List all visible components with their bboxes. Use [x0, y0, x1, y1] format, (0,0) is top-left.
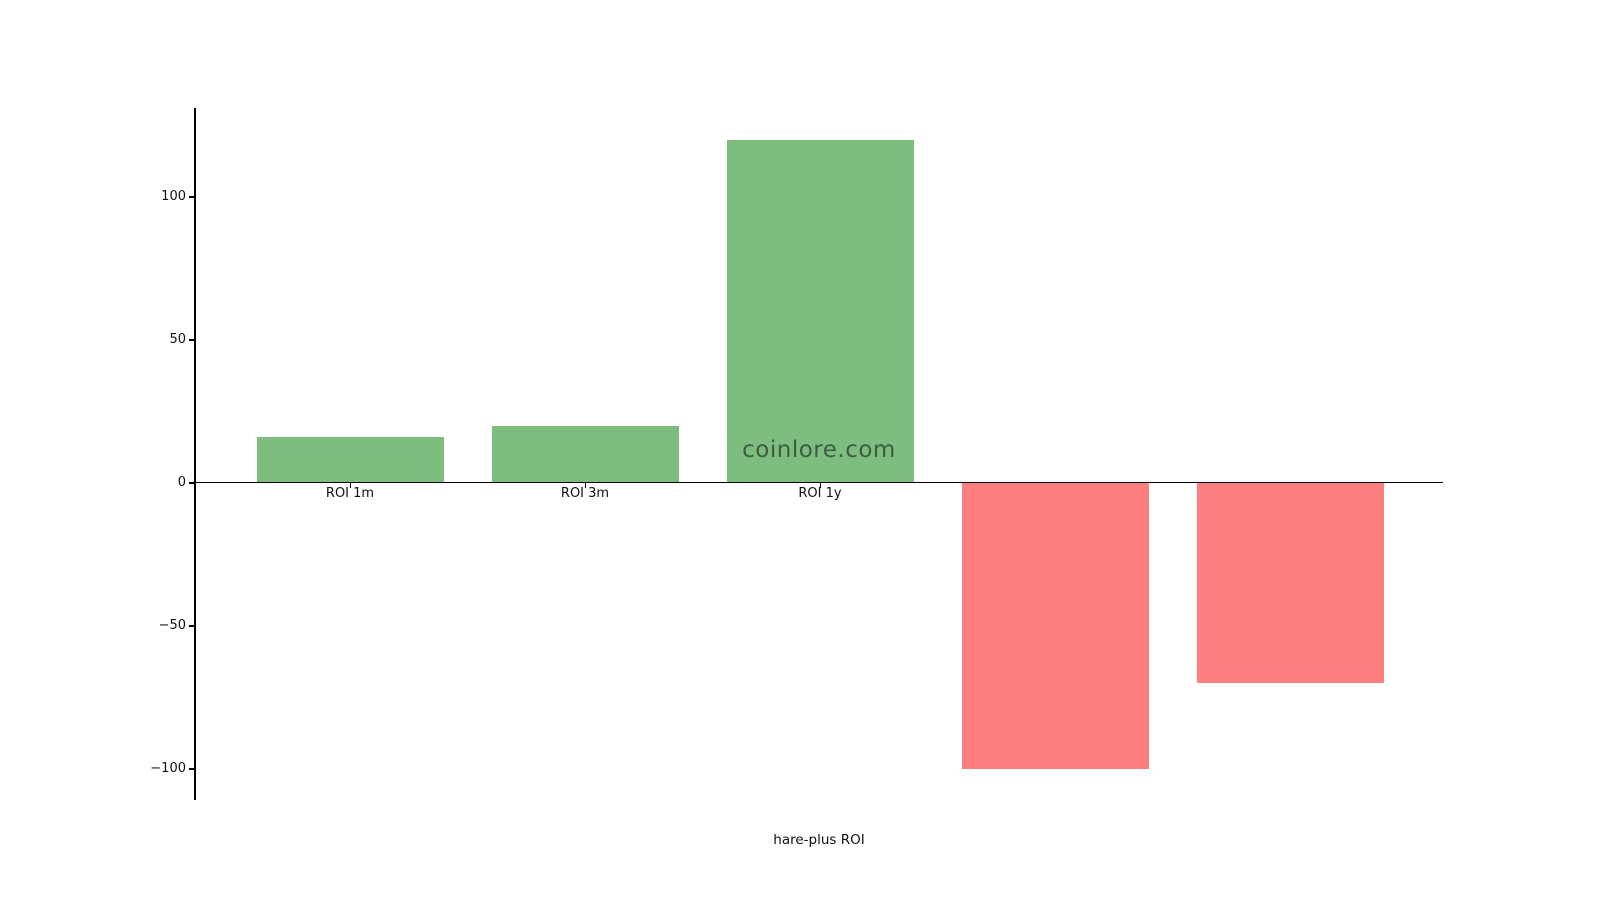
- x-tick-label: ROI 1m: [325, 486, 375, 501]
- x-tick-label: ROI 1y: [798, 486, 842, 501]
- x-tick-label: ROI 3m: [560, 486, 610, 501]
- y-tick-label: −50: [158, 618, 186, 633]
- y-tick-mark: [189, 768, 195, 770]
- bar-roi-1m: [256, 437, 444, 483]
- x-axis-zero-line: [195, 482, 1443, 484]
- y-tick-mark: [189, 196, 195, 198]
- y-tick-mark: [189, 339, 195, 341]
- watermark-text: coinlore.com: [742, 437, 896, 463]
- bar-roi-1y: [726, 139, 914, 483]
- y-axis-spine: [194, 108, 196, 800]
- y-tick-label: −100: [150, 761, 186, 776]
- x-axis-title: hare-plus ROI: [773, 832, 865, 848]
- y-tick-label: 0: [177, 475, 186, 490]
- y-tick-mark: [189, 625, 195, 627]
- x-tick-mark: [350, 483, 352, 488]
- bar-roi-3m: [491, 425, 679, 483]
- bar-neg-5: [1196, 483, 1384, 684]
- y-tick-mark: [189, 482, 195, 484]
- y-tick-label: 100: [161, 189, 186, 204]
- y-tick-label: 50: [169, 332, 186, 347]
- x-tick-mark: [820, 483, 822, 488]
- x-tick-mark: [585, 483, 587, 488]
- bar-neg-4: [961, 483, 1149, 769]
